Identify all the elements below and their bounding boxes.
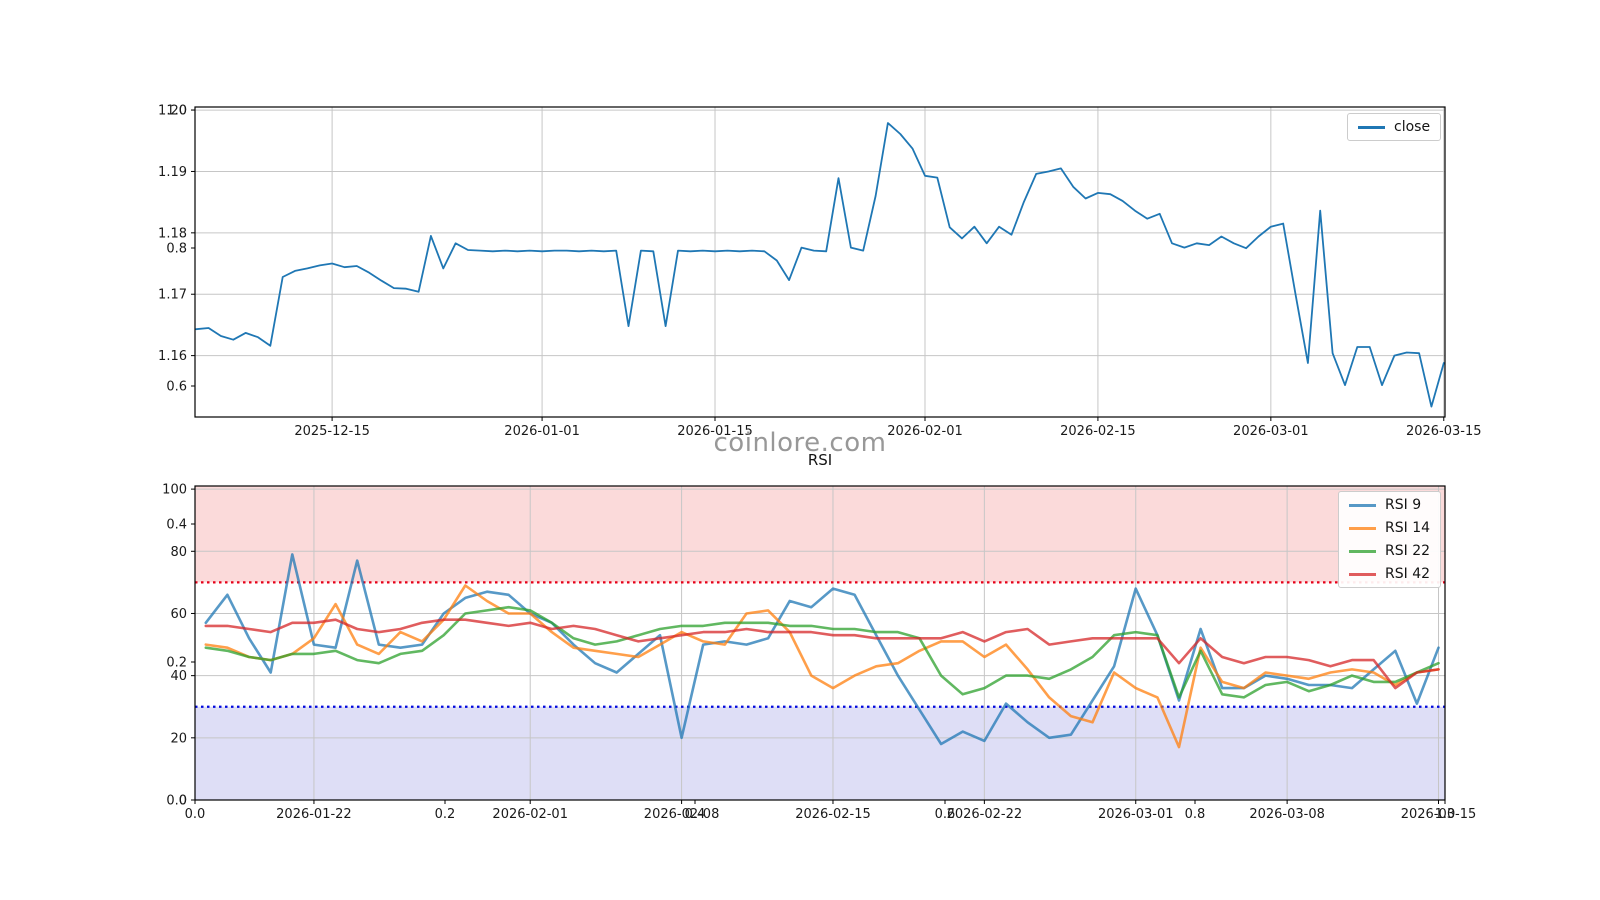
close-line (195, 122, 1445, 408)
overlay-y-tick-label: 1.0 (166, 104, 187, 119)
x-tick-label: 2025-12-15 (294, 424, 370, 439)
x-tick-label: 2026-02-01 (492, 807, 568, 822)
axes-frame (194, 106, 1446, 418)
overlay-x-tick-label: 0.0 (185, 807, 206, 822)
rsi-chart-area: 0 20 40 60 80 100 2026-01-22 2026-02-01 2026-02-… (162, 483, 1476, 822)
x-tick-label: 2026-02-22 (947, 807, 1023, 822)
legend-line-swatch (1349, 526, 1376, 530)
legend-rsi: RSI 9 RSI 14 RSI 22 RSI 42 (1338, 491, 1442, 588)
legend-entry-label: RSI 42 (1385, 566, 1431, 582)
watermark: coinlore.com (713, 428, 887, 458)
overlay-y-tick-label: 0.6 (166, 380, 187, 395)
oversold-band (195, 706, 1445, 800)
x-tick-label: 2026-02-08 (644, 807, 720, 822)
overlay-axis: 0.0 0.2 0.4 0.6 0.8 1.0 0.0 0.2 0.4 0.6 0.8 1.0 (166, 104, 1455, 823)
x-tick-label: 2026-02-15 (1060, 424, 1136, 439)
rsi-subplot-title: RSI (807, 451, 833, 469)
overlay-y-tick-label: 0.4 (166, 518, 187, 533)
y-tick-label: 60 (170, 607, 187, 622)
legend-entry: RSI 9 (1349, 497, 1430, 513)
y-tick-label: 20 (170, 731, 187, 746)
overlay-y-tick-label: 0.2 (166, 656, 187, 671)
rsi-42-line (204, 618, 1440, 690)
y-tick-label: 80 (170, 545, 187, 560)
y-tick-label: 1.20 (158, 104, 187, 119)
overlay-x-tick-label: 0.4 (685, 807, 706, 822)
y-tick-label: 100 (162, 483, 187, 498)
overlay-x-tick-label: 0.8 (1185, 807, 1206, 822)
axes-frame (194, 485, 1446, 801)
legend-entry: RSI 42 (1349, 566, 1430, 582)
y-tick-label: 1.16 (158, 349, 187, 364)
rsi-22-line (204, 605, 1440, 699)
x-tick-label: 2026-03-15 (1406, 424, 1482, 439)
price-chart-area: 1.16 1.17 1.18 1.19 1.20 2025-12-15 2026-01-01… (158, 104, 1481, 439)
legend-entry-label: close (1394, 119, 1431, 135)
legend-entry-label: RSI 22 (1385, 543, 1431, 559)
y-tick-label: 1.19 (158, 165, 187, 180)
overlay-x-tick-label: 0.2 (435, 807, 456, 822)
legend-line-swatch (1349, 572, 1376, 576)
x-tick-label: 2026-01-01 (504, 424, 580, 439)
legend-entry-label: RSI 14 (1385, 520, 1431, 536)
x-tick-label: 2026-01-22 (276, 807, 352, 822)
legend-entry: close (1358, 119, 1430, 135)
overlay-y-tick-label: 0.8 (166, 242, 187, 257)
y-tick-label: 40 (170, 669, 187, 684)
y-tick-label: 0 (179, 794, 187, 809)
x-tick-label: 2026-02-15 (795, 807, 871, 822)
overlay-y-tick-label: 0.0 (166, 794, 187, 809)
legend-close: close (1347, 113, 1442, 141)
overlay-x-tick-label: 0.6 (935, 807, 956, 822)
y-tick-label: 1.17 (158, 288, 187, 303)
x-tick-label: 2026-03-01 (1098, 807, 1174, 822)
legend-line-swatch (1349, 503, 1376, 507)
y-tick-label: 1.18 (158, 226, 187, 241)
x-tick-label: 2026-02-01 (887, 424, 963, 439)
overlay-x-tick-label: 1.0 (1435, 807, 1456, 822)
legend-line-swatch (1349, 549, 1376, 553)
rsi-14-line (204, 584, 1440, 749)
legend-entry: RSI 14 (1349, 520, 1430, 536)
legend-line-swatch (1358, 125, 1385, 129)
rsi-9-line (204, 553, 1440, 746)
x-tick-label: 2026-03-01 (1233, 424, 1309, 439)
legend-entry-label: RSI 9 (1385, 497, 1422, 513)
overbought-band (195, 486, 1445, 583)
x-tick-label: 2026-03-15 (1401, 807, 1477, 822)
x-tick-label: 2026-03-08 (1249, 807, 1325, 822)
x-tick-label: 2026-01-15 (677, 424, 753, 439)
legend-entry: RSI 22 (1349, 543, 1430, 559)
